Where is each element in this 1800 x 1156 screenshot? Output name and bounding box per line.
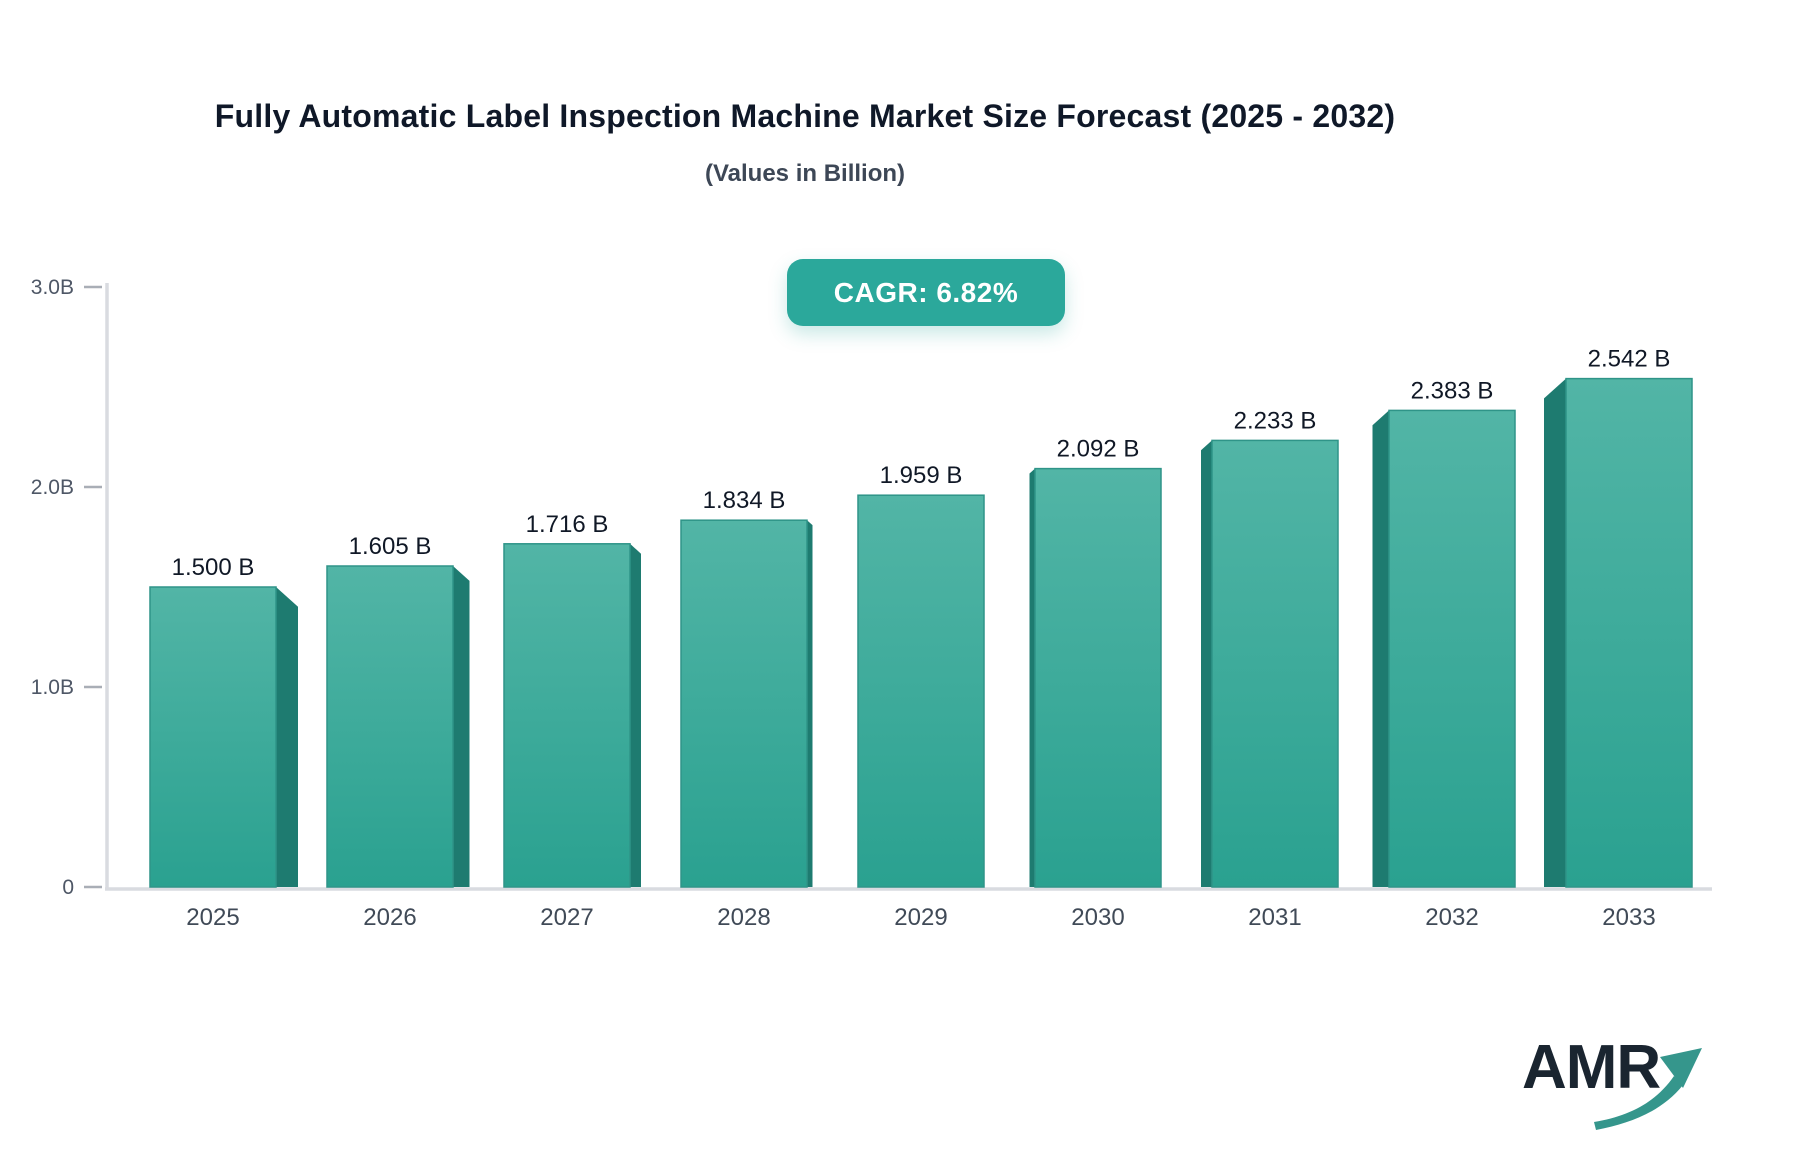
y-tick-label: 2.0B [31,476,74,499]
bar-front-face[interactable] [1211,439,1339,888]
bar-value-label: 2.233 B [1234,407,1317,434]
bar-front-face[interactable] [503,543,631,888]
x-axis-label: 2025 [186,904,239,931]
bar-group-2027[interactable]: 1.716 B 2027 [503,511,641,931]
bar-value-label: 1.605 B [349,533,432,560]
bar-group-2030[interactable]: 2.092 B 2030 [1029,436,1162,931]
bar-group-2031[interactable]: 2.233 B 2031 [1201,407,1339,931]
bar-front-face[interactable] [326,565,454,888]
logo-arrow-icon [1594,1048,1702,1130]
bar-value-label: 1.959 B [880,462,963,489]
cagr-badge-label: CAGR: 6.82% [833,276,1019,308]
chart-subtitle: (Values in Billion) [704,160,906,187]
amr-logo-text: AMR [1522,1033,1661,1102]
bar-group-2026[interactable]: 1.605 B 2026 [326,533,470,931]
bar-front-face[interactable] [149,586,277,888]
bar-value-label: 2.542 B [1588,346,1671,373]
bar-group-2025[interactable]: 1.500 B 2025 [149,554,298,931]
bar-front-face[interactable] [1388,409,1516,888]
chart-title: Fully Automatic Label Inspection Machine… [214,98,1396,134]
bar-group-2032[interactable]: 2.383 B 2032 [1372,377,1516,931]
cagr-badge: CAGR: 6.82% [787,259,1065,326]
y-tick-label: 3.0B [31,276,74,299]
bar-group-2029[interactable]: 1.959 B 2029 [857,462,985,931]
bar-value-label: 1.716 B [526,511,609,538]
x-axis-label: 2026 [363,904,416,931]
bar-side-face [453,566,470,887]
bar-value-label: 1.500 B [172,554,255,581]
bar-value-label: 1.834 B [703,487,786,514]
bar-side-face [1544,378,1566,887]
bar-side-face [276,587,298,887]
x-axis-label: 2027 [540,904,593,931]
x-axis-label: 2030 [1071,904,1124,931]
x-axis-label: 2033 [1602,904,1655,931]
bar-front-face[interactable] [680,519,808,888]
x-axis-label: 2032 [1425,904,1478,931]
bar-value-label: 2.383 B [1411,377,1494,404]
bar-side-face [1201,440,1212,887]
bar-side-face [1029,468,1035,887]
bar-group-2033[interactable]: 2.542 B 2033 [1544,346,1693,931]
y-tick-label: 1.0B [31,676,74,699]
bar-value-label: 2.092 B [1057,436,1140,463]
bar-front-face[interactable] [1034,467,1162,888]
bar-front-face[interactable] [1565,377,1693,888]
bar-side-face [1372,410,1389,887]
x-axis-label: 2029 [894,904,947,931]
x-axis-label: 2028 [717,904,770,931]
y-tick-label: 0 [62,876,74,899]
x-axis-label: 2031 [1248,904,1301,931]
bar-group-2028[interactable]: 1.834 B 2028 [680,487,813,931]
bar-front-face[interactable] [857,494,985,888]
amr-logo: AMR [1522,1032,1722,1142]
bar-side-face [630,543,641,887]
bar-side-face [807,520,813,887]
